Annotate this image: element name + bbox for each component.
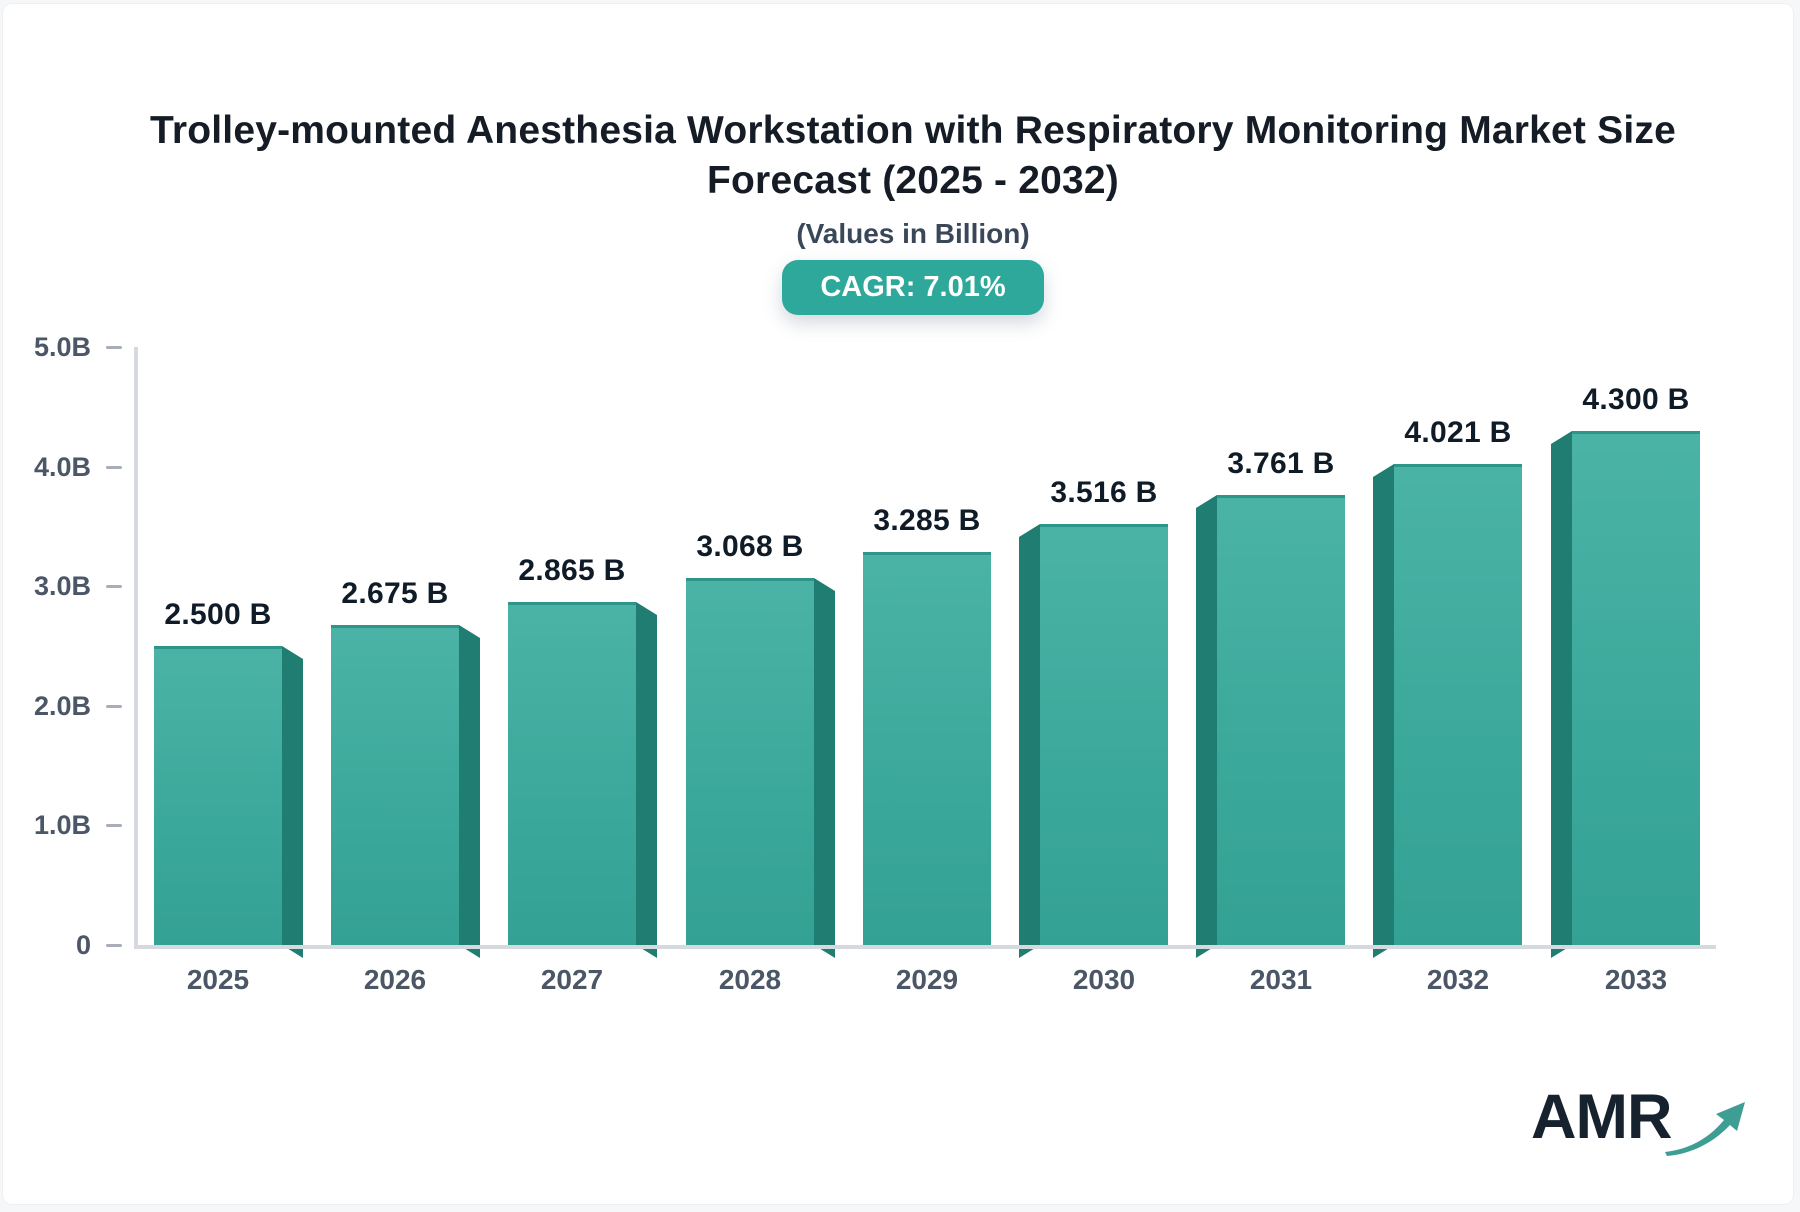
bar-side-face: [459, 625, 480, 958]
y-axis-tick-mark: [106, 346, 122, 349]
bar-side-face: [282, 646, 303, 958]
chart-header: Trolley-mounted Anesthesia Workstation w…: [13, 106, 1793, 315]
x-axis-label: 2026: [363, 964, 427, 995]
y-axis-tick-mark: [106, 824, 122, 828]
chart-card: Trolley-mounted Anesthesia Workstation w…: [2, 3, 1794, 1205]
cagr-badge: CAGR: 7.01%: [782, 260, 1044, 315]
bar-value-label: 2.500 B: [164, 598, 272, 631]
bar-2032: 4.021 B 2032: [1394, 416, 1522, 995]
y-axis-tick-label: 3.0B: [33, 571, 91, 602]
x-axis-label: 2033: [1604, 964, 1668, 995]
bar-2029: 3.285 B 2029: [863, 504, 991, 995]
bar-side-face: [636, 602, 657, 958]
bar-front-face: [1040, 524, 1168, 945]
logo-text: AMR: [1531, 1082, 1672, 1152]
bar-front-face: [508, 602, 636, 945]
bar-2028: 3.068 B 2028: [686, 530, 814, 995]
bar-front-face: [1394, 464, 1522, 945]
chart-title-line1: Trolley-mounted Anesthesia Workstation w…: [150, 109, 1676, 152]
bar-2030: 3.516 B 2030: [1040, 476, 1168, 995]
y-axis-tick-label: 0: [75, 930, 91, 960]
bar-side-face: [814, 578, 835, 958]
y-axis-tick-mark: [106, 585, 122, 589]
bar-front-face: [331, 625, 459, 945]
y-axis-tick-mark: [106, 704, 122, 708]
bar-value-label: 3.068 B: [696, 530, 804, 563]
x-axis-label: 2027: [540, 964, 604, 995]
bar-2025: 2.500 B 2025: [154, 598, 282, 995]
bar-side-face: [1019, 524, 1040, 958]
brand-logo: AMR: [1531, 1086, 1747, 1158]
bar-value-label: 4.021 B: [1404, 416, 1512, 449]
y-axis-tick-mark: [106, 465, 122, 469]
bar-value-label: 3.285 B: [873, 504, 981, 537]
x-axis-label: 2031: [1249, 964, 1313, 995]
y-axis-tick-label: 4.0B: [33, 451, 91, 482]
x-axis-label: 2025: [186, 964, 250, 995]
y-axis-tick-mark: [106, 944, 122, 947]
bar-front-face: [154, 646, 282, 945]
chart-title-line2: Forecast (2025 - 2032): [707, 159, 1119, 202]
bar-front-face: [863, 552, 991, 945]
bar-value-label: 4.300 B: [1582, 383, 1690, 416]
x-axis-label: 2028: [718, 964, 782, 995]
bar-value-label: 3.761 B: [1227, 447, 1335, 480]
bar-value-label: 2.865 B: [518, 554, 626, 587]
y-axis-tick-label: 5.0B: [33, 332, 91, 362]
bar-front-face: [1572, 431, 1700, 945]
bar-value-label: 2.675 B: [341, 577, 449, 610]
y-axis-tick-label: 2.0B: [33, 690, 91, 721]
bar-side-face: [1373, 464, 1394, 958]
bar-front-face: [686, 578, 814, 945]
bar-2027: 2.865 B 2027: [508, 554, 636, 995]
x-axis-label: 2030: [1072, 964, 1136, 995]
bar-value-label: 3.516 B: [1050, 476, 1158, 509]
y-axis-tick-label: 1.0B: [33, 810, 91, 841]
x-axis-label: 2032: [1426, 964, 1490, 995]
bar-side-face: [1551, 431, 1572, 958]
bar-side-face: [1196, 495, 1217, 958]
x-axis-baseline: [134, 945, 1716, 949]
bar-2031: 3.761 B 2031: [1217, 447, 1345, 995]
x-axis-label: 2029: [895, 964, 959, 995]
bar-2033: 4.300 B 2033: [1572, 383, 1700, 995]
bar-2026: 2.675 B 2026: [331, 577, 459, 995]
logo-arrow-icon: [1665, 1102, 1746, 1156]
bar-front-face: [1217, 495, 1345, 945]
y-axis-line: [134, 347, 138, 949]
chart-subtitle: (Values in Billion): [796, 218, 1030, 249]
